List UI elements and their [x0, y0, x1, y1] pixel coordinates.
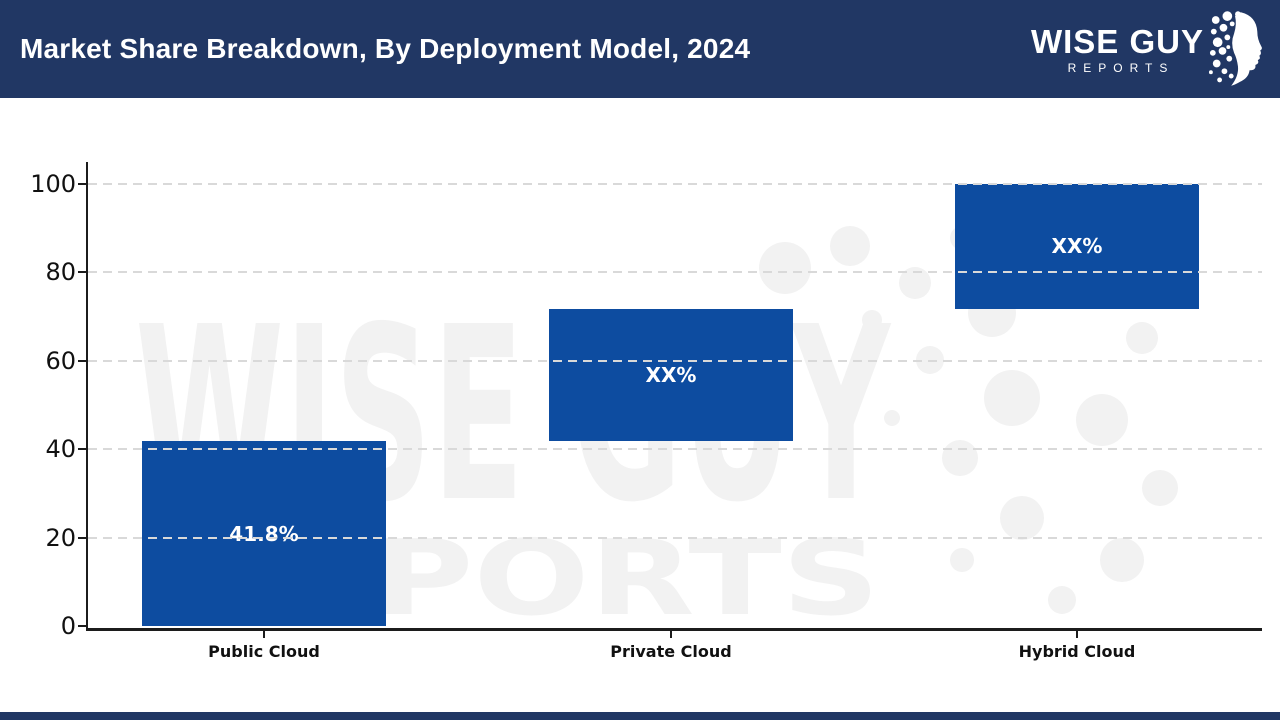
x-tick-mark [670, 631, 672, 638]
x-category-label: Private Cloud [610, 642, 732, 661]
gridline-y80 [88, 271, 1262, 274]
y-tick-label: 100 [30, 170, 76, 198]
footer-bar [0, 712, 1280, 720]
bar-value-label: 41.8% [229, 521, 299, 546]
y-tick-mark [78, 448, 86, 451]
gridline-y20 [88, 536, 1262, 539]
gridline-y60 [88, 359, 1262, 362]
bar-private-cloud: XX% [549, 308, 793, 442]
bar-value-label: XX% [645, 362, 697, 387]
brand-logo: WISE GUY REPORTS [1031, 10, 1266, 88]
bar-hybrid-cloud: XX% [955, 184, 1199, 309]
chart-area: WISE GUY REPORTS 41.8% XX% XX% 0 20 40 60 80 10… [0, 98, 1280, 712]
bar-public-cloud: 41.8% [142, 441, 386, 626]
y-tick-label: 40 [45, 435, 76, 464]
x-tick-mark [1076, 631, 1078, 638]
x-category-label: Public Cloud [208, 642, 320, 661]
y-tick-mark [78, 625, 86, 627]
x-axis-line [86, 628, 1262, 631]
header: Market Share Breakdown, By Deployment Mo… [0, 0, 1280, 98]
y-tick-mark [78, 183, 86, 185]
y-axis-line [86, 162, 88, 628]
gridline-y100 [88, 183, 1262, 185]
y-tick-label: 20 [45, 523, 76, 552]
y-tick-mark [78, 271, 86, 274]
x-tick-mark [263, 631, 265, 638]
logo-face-icon [1208, 11, 1262, 86]
gridline-y40 [88, 448, 1262, 451]
bar-value-label: XX% [1051, 234, 1103, 259]
y-tick-label: 0 [60, 612, 76, 640]
y-tick-mark [78, 359, 86, 362]
page-title: Market Share Breakdown, By Deployment Mo… [20, 33, 751, 64]
brand-name: WISE GUY [1030, 22, 1204, 60]
brand-logo-text: WISE GUY REPORTS [1031, 25, 1204, 74]
y-tick-mark [78, 536, 86, 539]
brand-subname: REPORTS [1067, 60, 1175, 75]
y-tick-label: 60 [45, 346, 76, 375]
x-category-label: Hybrid Cloud [1018, 642, 1136, 661]
y-tick-label: 80 [45, 258, 76, 287]
